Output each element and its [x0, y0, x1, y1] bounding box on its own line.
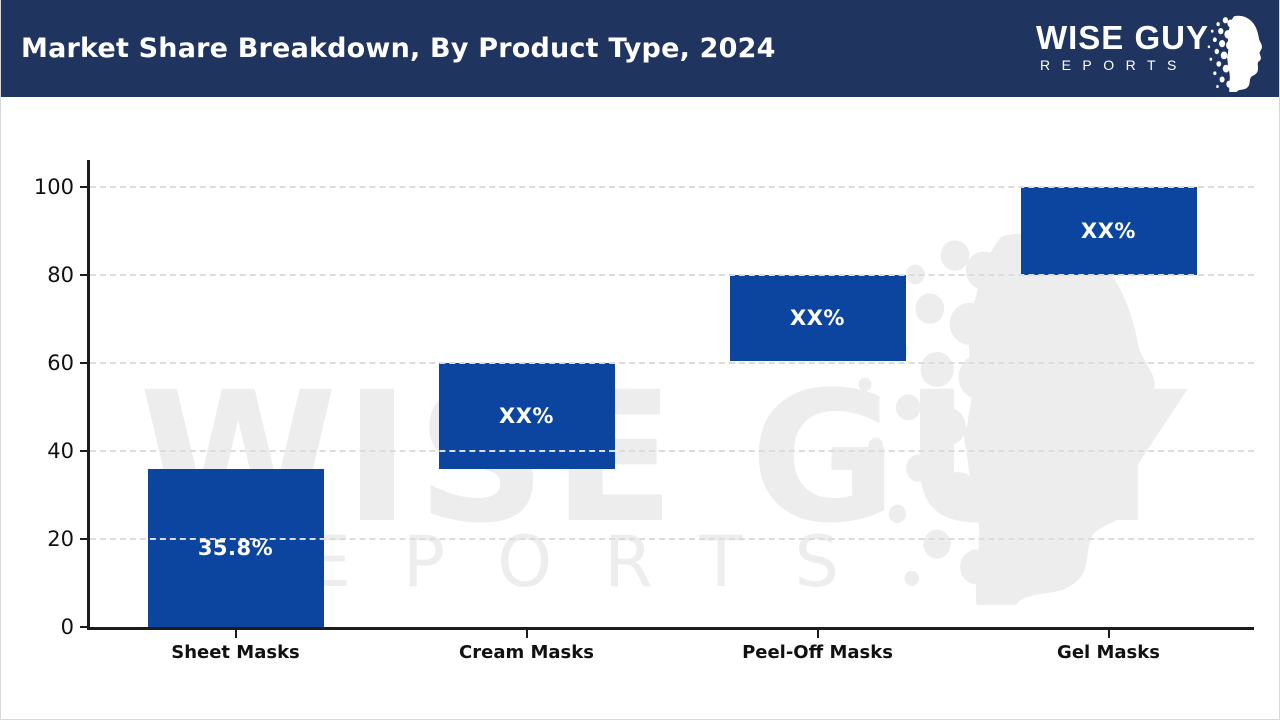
y-tick: [80, 362, 90, 364]
x-category-label: Cream Masks: [459, 642, 594, 663]
x-category-label: Peel-Off Masks: [742, 642, 893, 663]
y-tick: [80, 538, 90, 540]
x-tick: [816, 630, 819, 638]
bar-value-label: XX%: [790, 305, 845, 330]
y-tick-label: 20: [47, 527, 74, 551]
bar: [147, 469, 324, 627]
gridline: [90, 538, 1254, 540]
x-tick: [525, 630, 528, 638]
bar-value-label: XX%: [499, 404, 554, 429]
gridline: [90, 450, 1254, 452]
y-tick-label: 60: [47, 351, 74, 375]
x-category-label: Sheet Masks: [171, 642, 300, 663]
bar-value-label: 35.8%: [197, 536, 274, 561]
bar-value-label: XX%: [1081, 219, 1136, 243]
gridline: [90, 274, 1254, 276]
x-tick: [1107, 630, 1110, 638]
y-tick: [80, 626, 90, 628]
y-tick-label: 0: [60, 615, 74, 639]
x-axis-line: [87, 627, 1254, 630]
page-title: Market Share Breakdown, By Product Type,…: [21, 33, 776, 64]
logo-wordmark: WISE GUY: [1035, 18, 1209, 56]
bar: [729, 275, 906, 361]
y-tick-label: 40: [47, 439, 74, 463]
gridline: [90, 186, 1254, 188]
y-axis-line: [87, 160, 90, 629]
y-tick: [80, 186, 90, 188]
bar: [1020, 187, 1197, 275]
logo-reports-label: REPORTS: [1039, 56, 1188, 73]
chart-area: WISE GUY REPORTS 0 20 40 60 80 100 35.8% Sheet …: [1, 97, 1279, 719]
y-tick-label: 80: [47, 263, 74, 287]
wiseguy-logo: WISE GUY REPORTS: [1036, 6, 1265, 92]
y-tick-label: 100: [33, 175, 74, 199]
y-tick: [80, 274, 90, 276]
x-tick: [234, 630, 237, 638]
header: Market Share Breakdown, By Product Type,…: [1, 0, 1279, 97]
gridline: [90, 362, 1254, 364]
x-category-label: Gel Masks: [1057, 642, 1160, 663]
logo-text: WISE GUY REPORTS: [1035, 18, 1209, 73]
y-tick: [80, 450, 90, 452]
